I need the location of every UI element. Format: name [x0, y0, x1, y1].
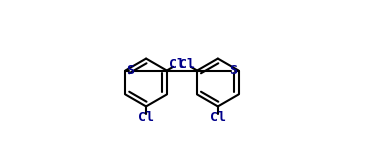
Text: Cl: Cl [138, 112, 154, 124]
Text: S: S [230, 64, 238, 77]
Text: Cl: Cl [210, 112, 226, 124]
Text: Cl: Cl [179, 58, 195, 71]
Text: Cl: Cl [169, 58, 185, 71]
Text: S: S [126, 64, 134, 77]
